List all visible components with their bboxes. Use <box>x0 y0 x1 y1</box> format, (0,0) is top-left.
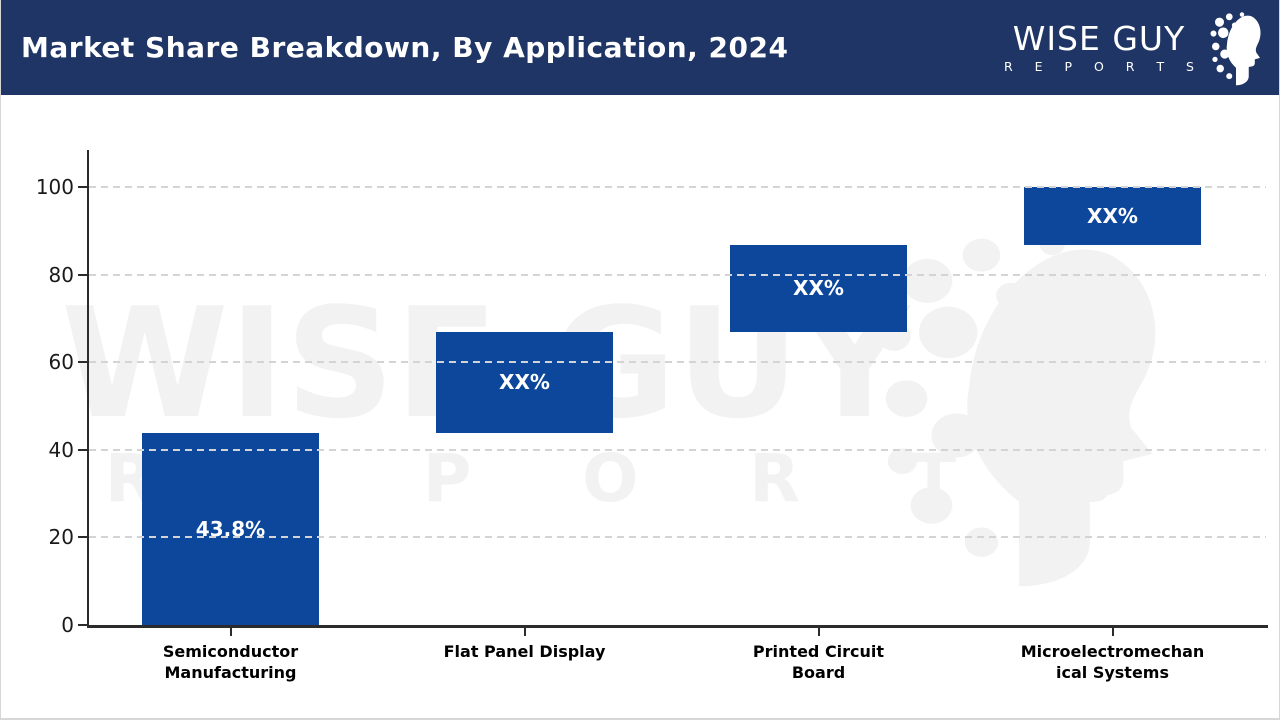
x-axis-category-line: Board <box>791 662 846 682</box>
brand-logo: WISE GUY R E P O R T S <box>995 10 1263 86</box>
bar-value-label: XX% <box>499 370 550 395</box>
y-axis-tick-label: 0 <box>61 613 74 637</box>
x-axis-line <box>87 625 1268 628</box>
gridline <box>89 273 1266 276</box>
y-axis-tick <box>78 624 87 626</box>
x-axis-category-line: Printed Circuit <box>752 642 885 661</box>
gridline <box>89 448 1266 451</box>
bar-segment: XX% <box>436 331 613 434</box>
y-axis-tick <box>78 273 87 276</box>
y-axis-tick <box>78 536 87 539</box>
brand-logo-text: WISE GUY R E P O R T S <box>995 22 1203 74</box>
header-bar: Market Share Breakdown, By Application, … <box>1 0 1279 95</box>
x-axis-tick <box>1111 627 1114 636</box>
x-axis-category-line: Flat Panel Display <box>443 642 606 661</box>
brand-name: WISE GUY <box>1012 18 1186 58</box>
x-axis-category-label: Semiconductor Manufacturing <box>71 642 391 684</box>
y-axis-tick-label: 60 <box>48 350 74 375</box>
y-axis-tick-label: 100 <box>35 175 74 199</box>
x-axis-category-line: ical Systems <box>1056 662 1169 682</box>
x-axis-category-label: Flat Panel Display <box>365 642 685 663</box>
y-axis-tick-label: 40 <box>48 437 74 462</box>
x-axis-category-line: Microelectromechan <box>1020 642 1205 661</box>
y-axis-tick <box>78 448 87 451</box>
x-axis-tick <box>817 627 820 636</box>
gridline <box>89 536 1266 539</box>
x-axis-tick <box>523 627 526 636</box>
page-title: Market Share Breakdown, By Application, … <box>21 31 789 64</box>
bar-value-label: XX% <box>1087 203 1138 228</box>
x-axis-tick <box>229 627 232 636</box>
x-axis-category-label: Microelectromechan ical Systems <box>953 642 1273 684</box>
bar-value-label: XX% <box>793 276 844 301</box>
bar-segment: XX% <box>1024 187 1201 245</box>
y-axis-tick <box>78 186 87 188</box>
chart-area: 0 20 40 60 80 100 43.8% Semiconductor Manufactur… <box>36 150 1268 682</box>
logo-head-icon <box>1210 11 1261 85</box>
bar-segment: 43.8% <box>142 433 319 625</box>
y-axis-tick <box>78 361 87 364</box>
gridline <box>89 361 1266 364</box>
y-axis-tick-label: 80 <box>48 262 74 287</box>
x-axis-category-label: Printed Circuit Board <box>659 642 979 684</box>
y-axis-tick-label: 20 <box>48 525 74 550</box>
bar-segment: XX% <box>730 244 907 332</box>
y-axis-line <box>87 150 89 627</box>
x-axis-category-line: Semiconductor <box>162 642 299 661</box>
gridline <box>89 186 1266 188</box>
brand-subname: R E P O R T S <box>1003 58 1203 74</box>
x-axis-category-line: Manufacturing <box>164 662 297 682</box>
